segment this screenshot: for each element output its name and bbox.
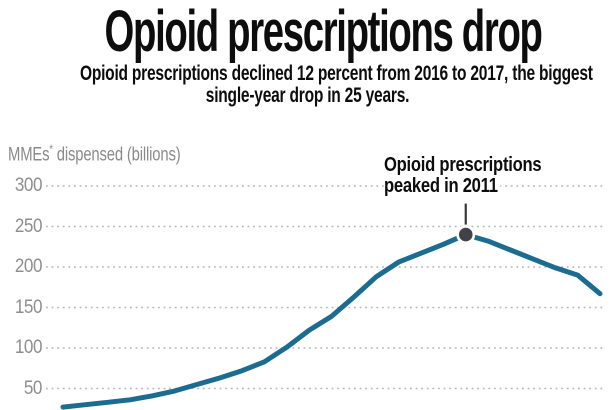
trend-line (60, 232, 603, 410)
y-axis-title-text: MMEs (8, 144, 50, 166)
peak-marker-dot (458, 227, 473, 242)
chart-title: Opioid prescriptions drop (104, 0, 543, 64)
chart-subtitle: Opioid prescriptions declined 12 percent… (0, 63, 615, 107)
annotation-line-2: peaked in 2011 (384, 176, 501, 197)
y-axis-title: MMEs* dispensed (billions) (8, 140, 181, 165)
y-axis-title-asterisk: * (49, 143, 53, 156)
y-axis-title-rest: dispensed (billions) (52, 144, 181, 166)
annotation-line-1: Opioid prescriptions (384, 155, 544, 176)
subtitle-line-2: single-year drop in 25 years. (205, 84, 410, 107)
peak-annotation: Opioid prescriptions peaked in 2011 (384, 155, 544, 197)
subtitle-line-1: Opioid prescriptions declined 12 percent… (79, 62, 593, 85)
